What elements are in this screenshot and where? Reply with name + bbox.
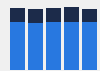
Bar	[82, 9, 96, 22]
Bar	[82, 22, 96, 70]
Bar	[28, 9, 43, 23]
Bar	[46, 22, 61, 70]
Bar	[10, 8, 25, 22]
Bar	[10, 22, 25, 70]
Bar	[46, 8, 61, 22]
Bar	[64, 7, 79, 22]
Bar	[28, 23, 43, 70]
Bar	[64, 22, 79, 70]
